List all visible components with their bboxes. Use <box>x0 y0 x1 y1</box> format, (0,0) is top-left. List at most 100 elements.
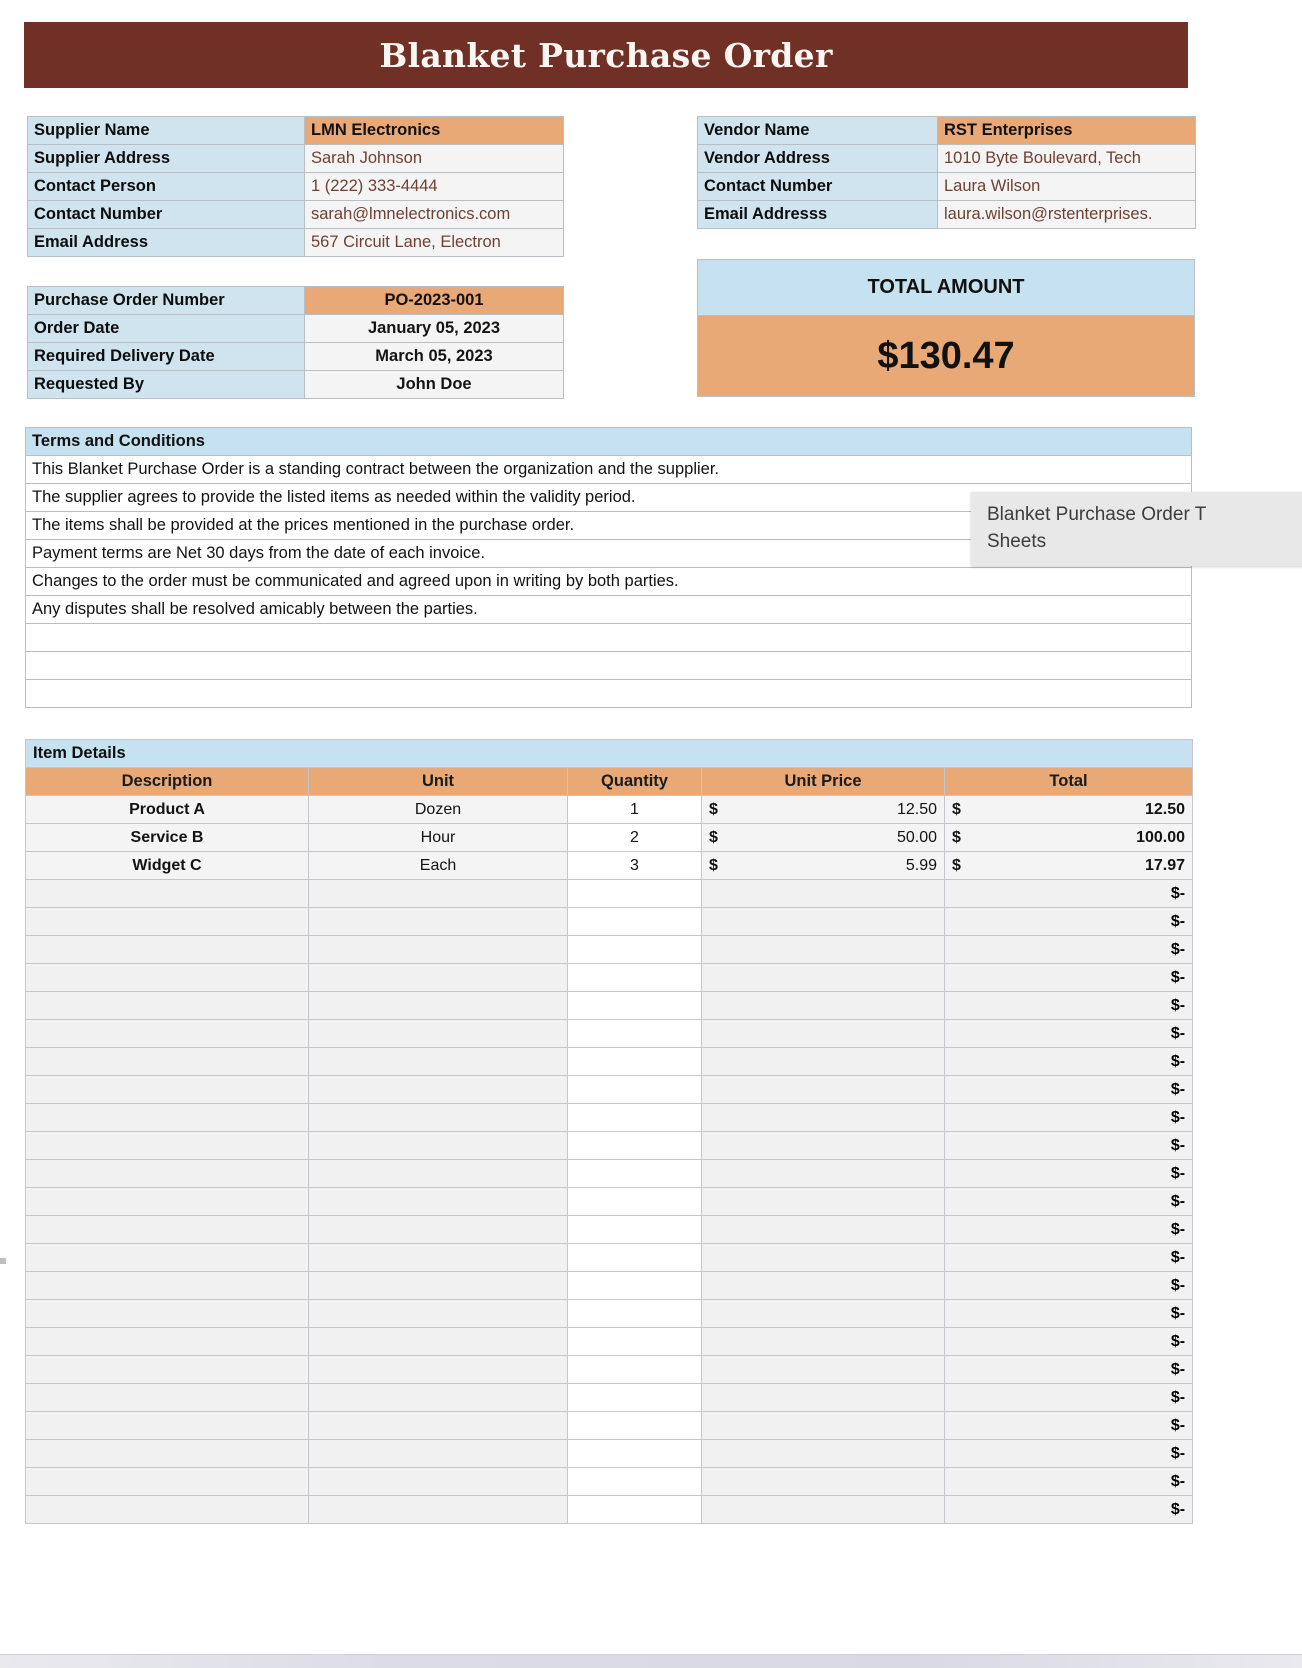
item-total-empty[interactable]: $- <box>943 907 1194 936</box>
table-row[interactable]: Vendor Name RST Enterprises <box>697 116 1196 145</box>
item-empty-cell[interactable] <box>25 1131 309 1160</box>
table-row[interactable]: Contact Number Laura Wilson <box>697 172 1196 201</box>
item-empty-cell[interactable] <box>308 1159 568 1188</box>
item-empty-cell[interactable] <box>567 935 702 964</box>
item-empty-cell[interactable] <box>701 1299 945 1328</box>
supplier-contact-number-value[interactable]: sarah@lmnelectronics.com <box>304 200 564 229</box>
item-empty-cell[interactable] <box>567 1467 702 1496</box>
item-empty-cell[interactable] <box>567 1047 702 1076</box>
item-empty-cell[interactable] <box>701 1495 945 1524</box>
item-empty-cell[interactable] <box>701 1439 945 1468</box>
vendor-email-value[interactable]: laura.wilson@rstenterprises. <box>937 200 1196 229</box>
item-empty-cell[interactable] <box>567 1299 702 1328</box>
item-total-empty[interactable]: $- <box>943 1355 1194 1384</box>
table-row[interactable]: $- <box>25 1019 1194 1048</box>
item-total-empty[interactable]: $- <box>943 879 1194 908</box>
item-quantity[interactable]: 2 <box>567 823 702 852</box>
item-empty-cell[interactable] <box>701 935 945 964</box>
item-empty-cell[interactable] <box>308 1271 568 1300</box>
item-empty-cell[interactable] <box>25 1075 309 1104</box>
table-row[interactable]: Service B Hour 2 $50.00 $100.00 <box>25 823 1194 852</box>
item-empty-cell[interactable] <box>701 1411 945 1440</box>
item-total-empty[interactable]: $- <box>943 1047 1194 1076</box>
table-row[interactable]: $- <box>25 1299 1194 1328</box>
item-empty-cell[interactable] <box>308 1187 568 1216</box>
item-empty-cell[interactable] <box>308 879 568 908</box>
item-empty-cell[interactable] <box>567 1495 702 1524</box>
table-row[interactable]: $- <box>25 1439 1194 1468</box>
item-empty-cell[interactable] <box>25 1215 309 1244</box>
item-empty-cell[interactable] <box>567 1383 702 1412</box>
item-empty-cell[interactable] <box>25 1495 309 1524</box>
column-header-quantity[interactable]: Quantity <box>567 767 702 796</box>
item-total-empty[interactable]: $- <box>943 1383 1194 1412</box>
item-empty-cell[interactable] <box>567 907 702 936</box>
item-empty-cell[interactable] <box>567 1439 702 1468</box>
item-total-empty[interactable]: $- <box>943 1439 1194 1468</box>
item-description[interactable]: Product A <box>25 795 309 824</box>
terms-line[interactable]: This Blanket Purchase Order is a standin… <box>25 455 1192 484</box>
item-total[interactable]: $17.97 <box>943 851 1194 880</box>
item-total-empty[interactable]: $- <box>943 1131 1194 1160</box>
item-empty-cell[interactable] <box>567 1355 702 1384</box>
item-empty-cell[interactable] <box>308 1355 568 1384</box>
table-row[interactable]: $- <box>25 1243 1194 1272</box>
item-empty-cell[interactable] <box>25 1103 309 1132</box>
vendor-name-value[interactable]: RST Enterprises <box>937 116 1196 145</box>
item-empty-cell[interactable] <box>25 963 309 992</box>
terms-line[interactable]: Changes to the order must be communicate… <box>25 567 1192 596</box>
table-row[interactable]: Widget C Each 3 $5.99 $17.97 <box>25 851 1194 880</box>
item-empty-cell[interactable] <box>701 879 945 908</box>
item-empty-cell[interactable] <box>701 907 945 936</box>
table-row[interactable] <box>25 679 1192 708</box>
item-total-empty[interactable]: $- <box>943 935 1194 964</box>
supplier-contact-person-value[interactable]: 1 (222) 333-4444 <box>304 172 564 201</box>
item-total-empty[interactable]: $- <box>943 1075 1194 1104</box>
item-empty-cell[interactable] <box>701 1355 945 1384</box>
item-empty-cell[interactable] <box>567 1019 702 1048</box>
item-empty-cell[interactable] <box>701 1103 945 1132</box>
item-total-empty[interactable]: $- <box>943 1495 1194 1524</box>
item-total-empty[interactable]: $- <box>943 1271 1194 1300</box>
item-empty-cell[interactable] <box>701 1327 945 1356</box>
item-empty-cell[interactable] <box>308 1075 568 1104</box>
item-empty-cell[interactable] <box>308 1439 568 1468</box>
table-row[interactable]: $- <box>25 1075 1194 1104</box>
item-unit-price[interactable]: $5.99 <box>701 851 945 880</box>
item-empty-cell[interactable] <box>308 963 568 992</box>
item-empty-cell[interactable] <box>308 1467 568 1496</box>
item-empty-cell[interactable] <box>25 1019 309 1048</box>
item-description[interactable]: Widget C <box>25 851 309 880</box>
table-row[interactable]: $- <box>25 879 1194 908</box>
item-empty-cell[interactable] <box>308 991 568 1020</box>
item-empty-cell[interactable] <box>567 1103 702 1132</box>
item-empty-cell[interactable] <box>25 1411 309 1440</box>
table-row[interactable]: Product A Dozen 1 $12.50 $12.50 <box>25 795 1194 824</box>
table-row[interactable] <box>25 651 1192 680</box>
item-empty-cell[interactable] <box>567 1131 702 1160</box>
column-header-description[interactable]: Description <box>25 767 309 796</box>
table-row[interactable]: Email Addresss laura.wilson@rstenterpris… <box>697 200 1196 229</box>
item-empty-cell[interactable] <box>308 1495 568 1524</box>
terms-empty-cell[interactable] <box>25 679 1192 708</box>
terms-empty-cell[interactable] <box>25 623 1192 652</box>
item-empty-cell[interactable] <box>701 1131 945 1160</box>
item-empty-cell[interactable] <box>25 1299 309 1328</box>
item-description[interactable]: Service B <box>25 823 309 852</box>
po-number-value[interactable]: PO-2023-001 <box>304 286 564 315</box>
item-empty-cell[interactable] <box>567 879 702 908</box>
item-empty-cell[interactable] <box>308 907 568 936</box>
vendor-contact-number-value[interactable]: Laura Wilson <box>937 172 1196 201</box>
item-empty-cell[interactable] <box>25 1439 309 1468</box>
item-empty-cell[interactable] <box>701 1159 945 1188</box>
item-quantity[interactable]: 1 <box>567 795 702 824</box>
item-total-empty[interactable]: $- <box>943 1243 1194 1272</box>
item-empty-cell[interactable] <box>567 1187 702 1216</box>
supplier-email-value[interactable]: 567 Circuit Lane, Electron <box>304 228 564 257</box>
item-total-empty[interactable]: $- <box>943 1467 1194 1496</box>
item-total-empty[interactable]: $- <box>943 1159 1194 1188</box>
item-empty-cell[interactable] <box>567 1159 702 1188</box>
item-empty-cell[interactable] <box>308 1019 568 1048</box>
item-empty-cell[interactable] <box>308 1383 568 1412</box>
item-total[interactable]: $100.00 <box>943 823 1194 852</box>
